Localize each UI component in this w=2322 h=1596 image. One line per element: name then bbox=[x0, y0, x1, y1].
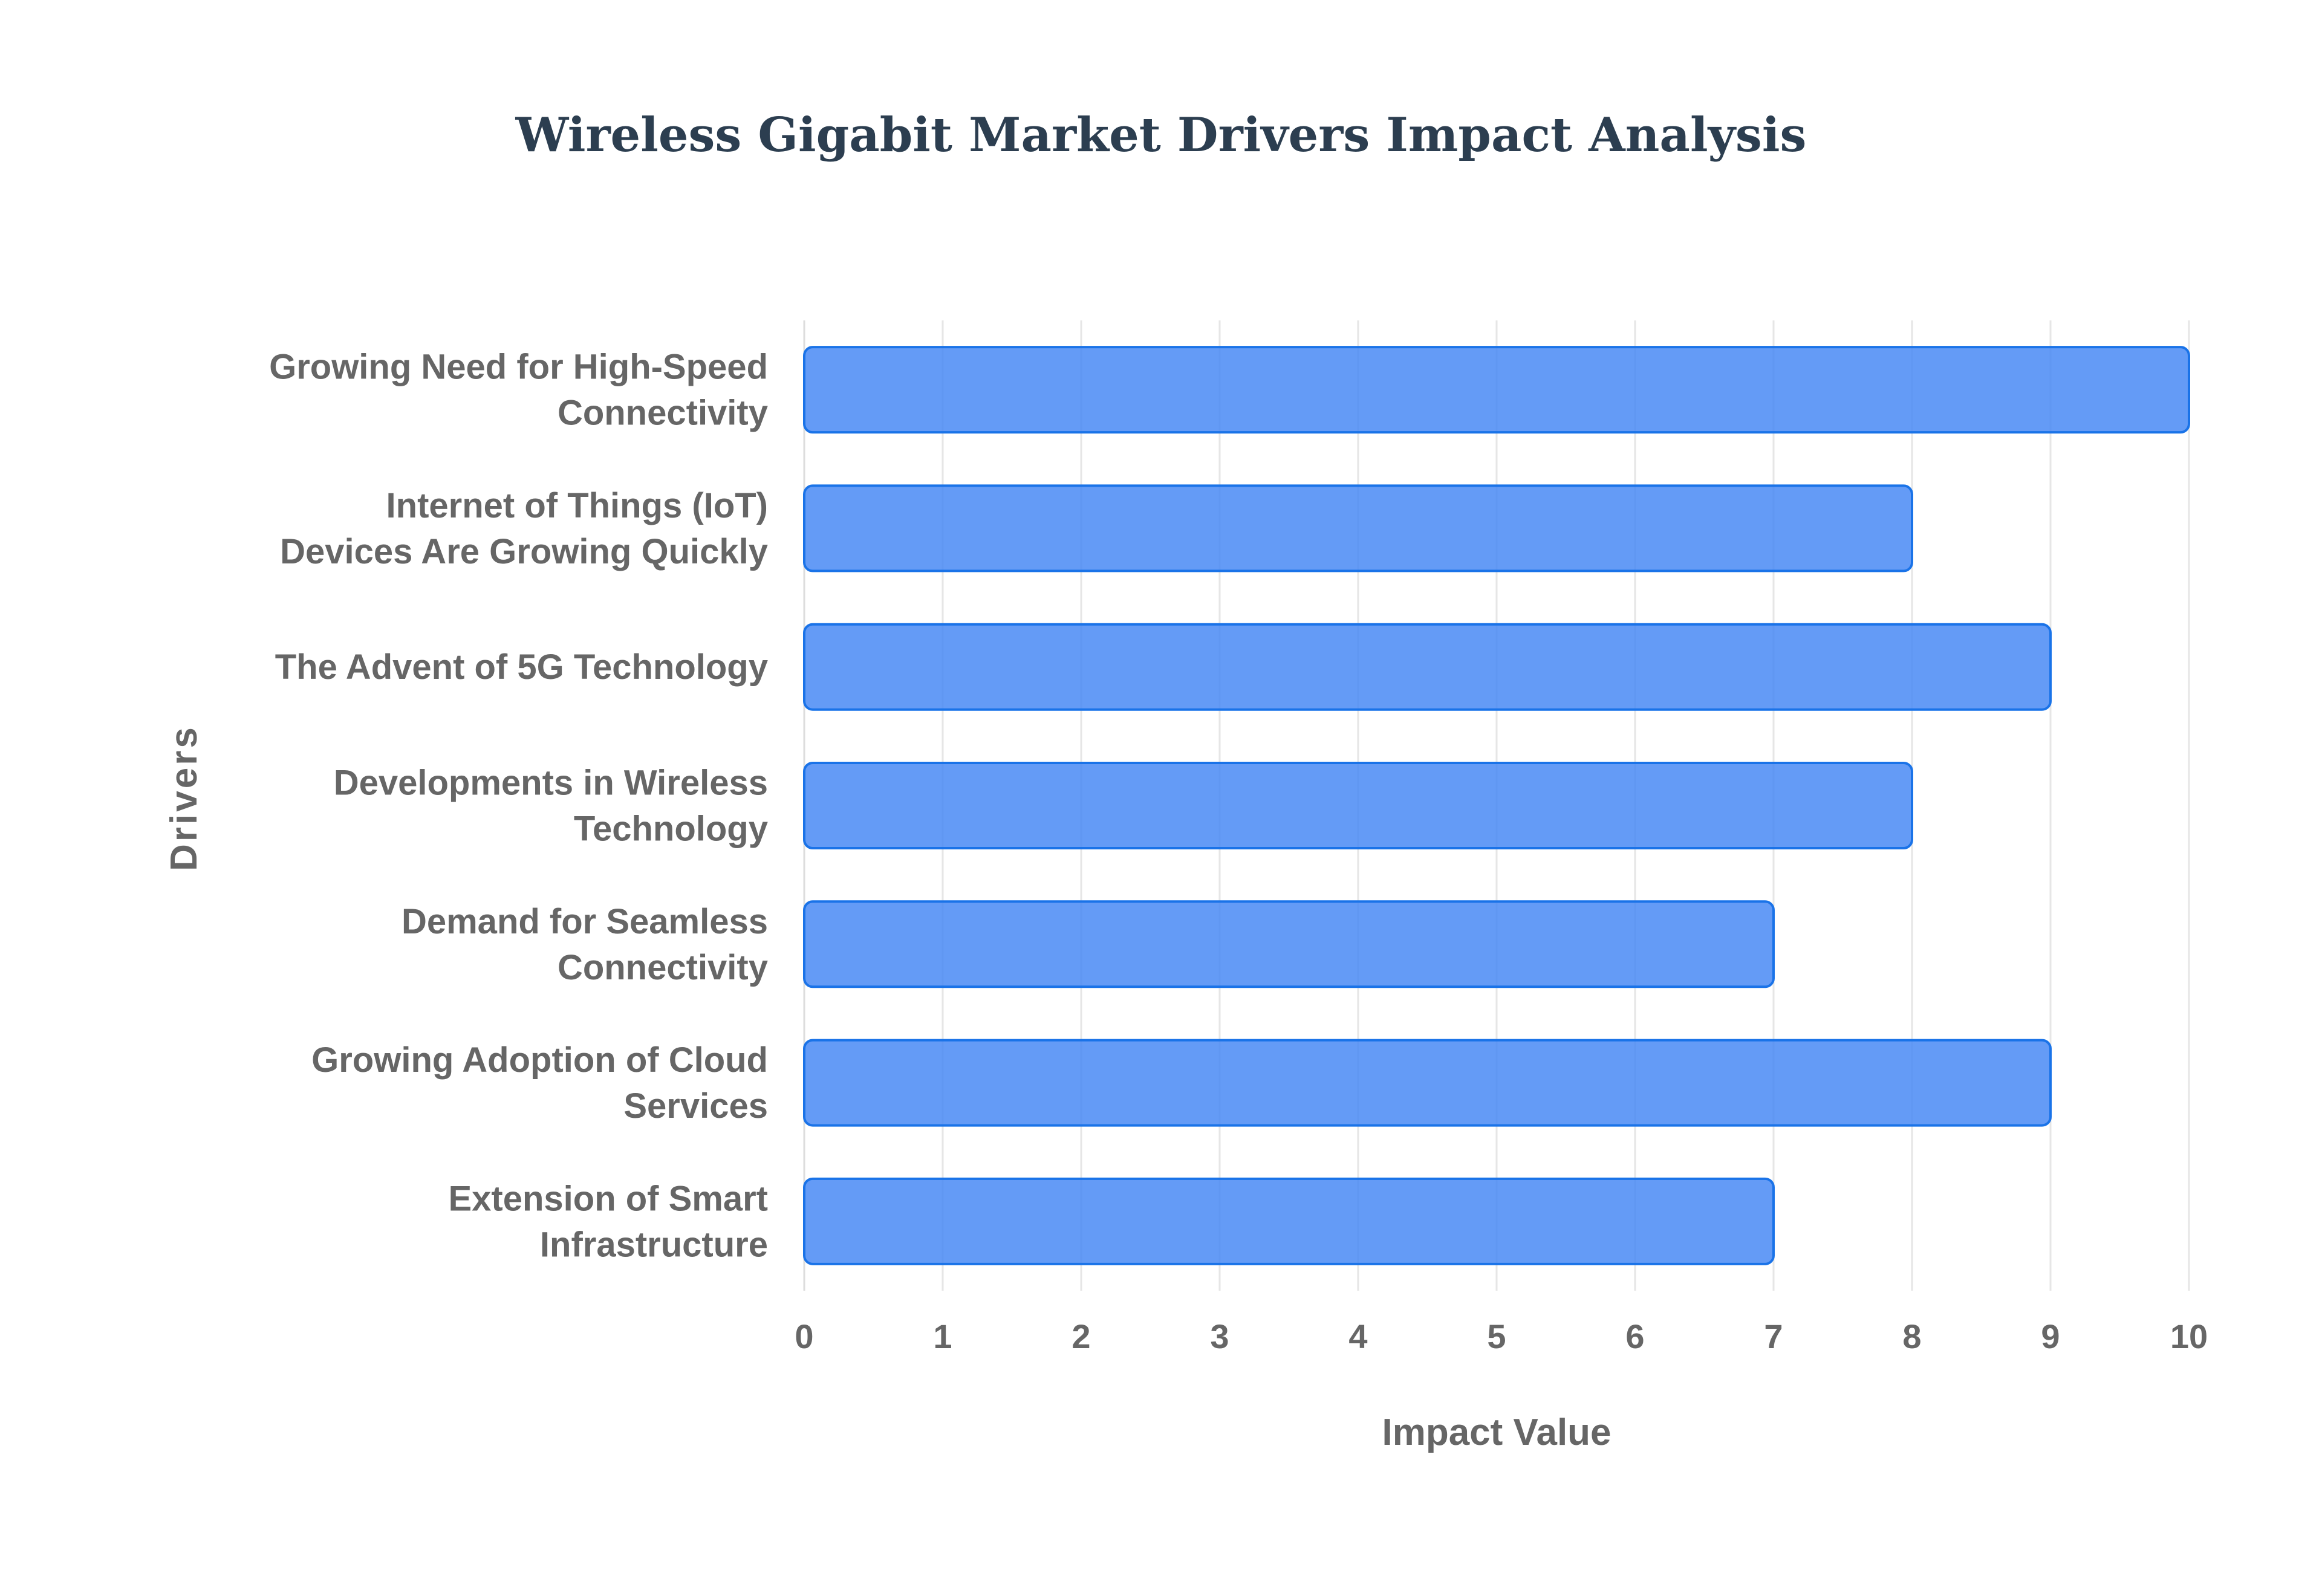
x-tick-label: 8 bbox=[1902, 1317, 1921, 1355]
chart-title: Wireless Gigabit Market Drivers Impact A… bbox=[515, 108, 1807, 163]
category-label: Services bbox=[623, 1086, 768, 1126]
bar-3 bbox=[803, 623, 2052, 711]
bar-2 bbox=[803, 484, 1913, 573]
x-tick-label: 3 bbox=[1210, 1317, 1229, 1355]
x-tick-label: 7 bbox=[1764, 1317, 1783, 1355]
x-tick-label: 0 bbox=[795, 1317, 813, 1355]
category-label: Demand for Seamless bbox=[402, 902, 768, 941]
x-tick-label: 1 bbox=[933, 1317, 952, 1355]
category-label: Connectivity bbox=[558, 948, 768, 987]
y-axis-title: Drivers bbox=[163, 725, 205, 871]
bar-4 bbox=[803, 761, 1913, 850]
category-label: Devices Are Growing Quickly bbox=[280, 532, 768, 571]
category-label: Growing Need for High-Speed bbox=[269, 348, 768, 387]
bars bbox=[803, 346, 2190, 1265]
category-label: Connectivity bbox=[558, 394, 768, 433]
bar-7 bbox=[803, 1177, 1775, 1265]
category-label: Extension of Smart bbox=[448, 1179, 768, 1218]
bar-6 bbox=[803, 1039, 2052, 1127]
x-tick-label: 9 bbox=[2041, 1317, 2060, 1355]
x-tick-labels: 0 1 2 3 4 5 6 7 8 9 10 bbox=[795, 1317, 2208, 1355]
category-label: The Advent of 5G Technology bbox=[275, 647, 768, 687]
category-label: Technology bbox=[574, 809, 768, 849]
category-labels: Growing Need for High-Speed Connectivity I… bbox=[269, 348, 768, 1265]
x-axis-title: Impact Value bbox=[1382, 1412, 1611, 1453]
x-tick-label: 6 bbox=[1625, 1317, 1644, 1355]
bar-5 bbox=[803, 900, 1775, 988]
x-tick-label: 2 bbox=[1072, 1317, 1090, 1355]
bar-1 bbox=[803, 346, 2190, 434]
category-label: Developments in Wireless bbox=[334, 764, 768, 803]
category-label: Internet of Things (IoT) bbox=[386, 486, 768, 525]
x-tick-label: 10 bbox=[2170, 1317, 2208, 1355]
x-tick-label: 4 bbox=[1348, 1317, 1367, 1355]
category-label: Infrastructure bbox=[540, 1225, 768, 1264]
category-label: Growing Adoption of Cloud bbox=[311, 1040, 768, 1080]
x-tick-label: 5 bbox=[1487, 1317, 1506, 1355]
